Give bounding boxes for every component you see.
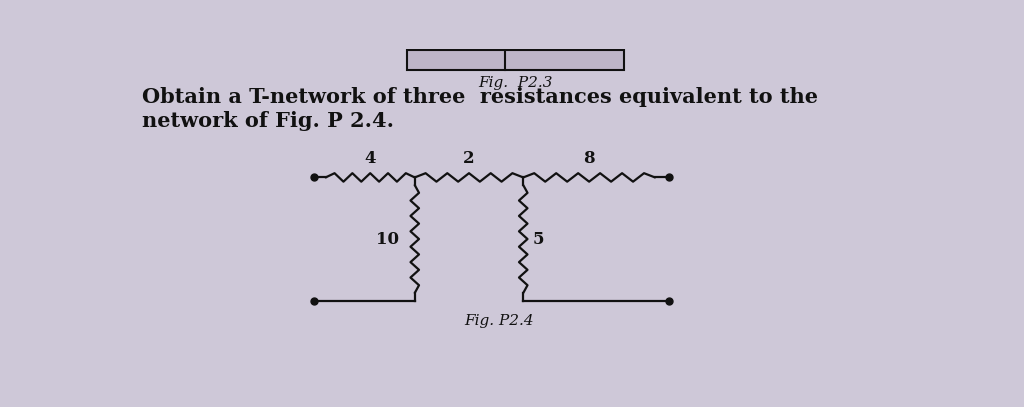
Text: 10: 10 bbox=[376, 230, 399, 247]
Text: Fig.  P2.3: Fig. P2.3 bbox=[478, 76, 553, 90]
Bar bbox=[407, 50, 624, 70]
Text: Fig. P2.4: Fig. P2.4 bbox=[465, 315, 535, 328]
Text: 8: 8 bbox=[584, 151, 595, 167]
Text: 4: 4 bbox=[365, 151, 376, 167]
Text: 5: 5 bbox=[532, 230, 544, 247]
Text: 2: 2 bbox=[463, 151, 475, 167]
Text: Obtain a T-network of three  resistances equivalent to the: Obtain a T-network of three resistances … bbox=[142, 87, 818, 107]
Text: network of Fig. P 2.4.: network of Fig. P 2.4. bbox=[142, 111, 394, 131]
